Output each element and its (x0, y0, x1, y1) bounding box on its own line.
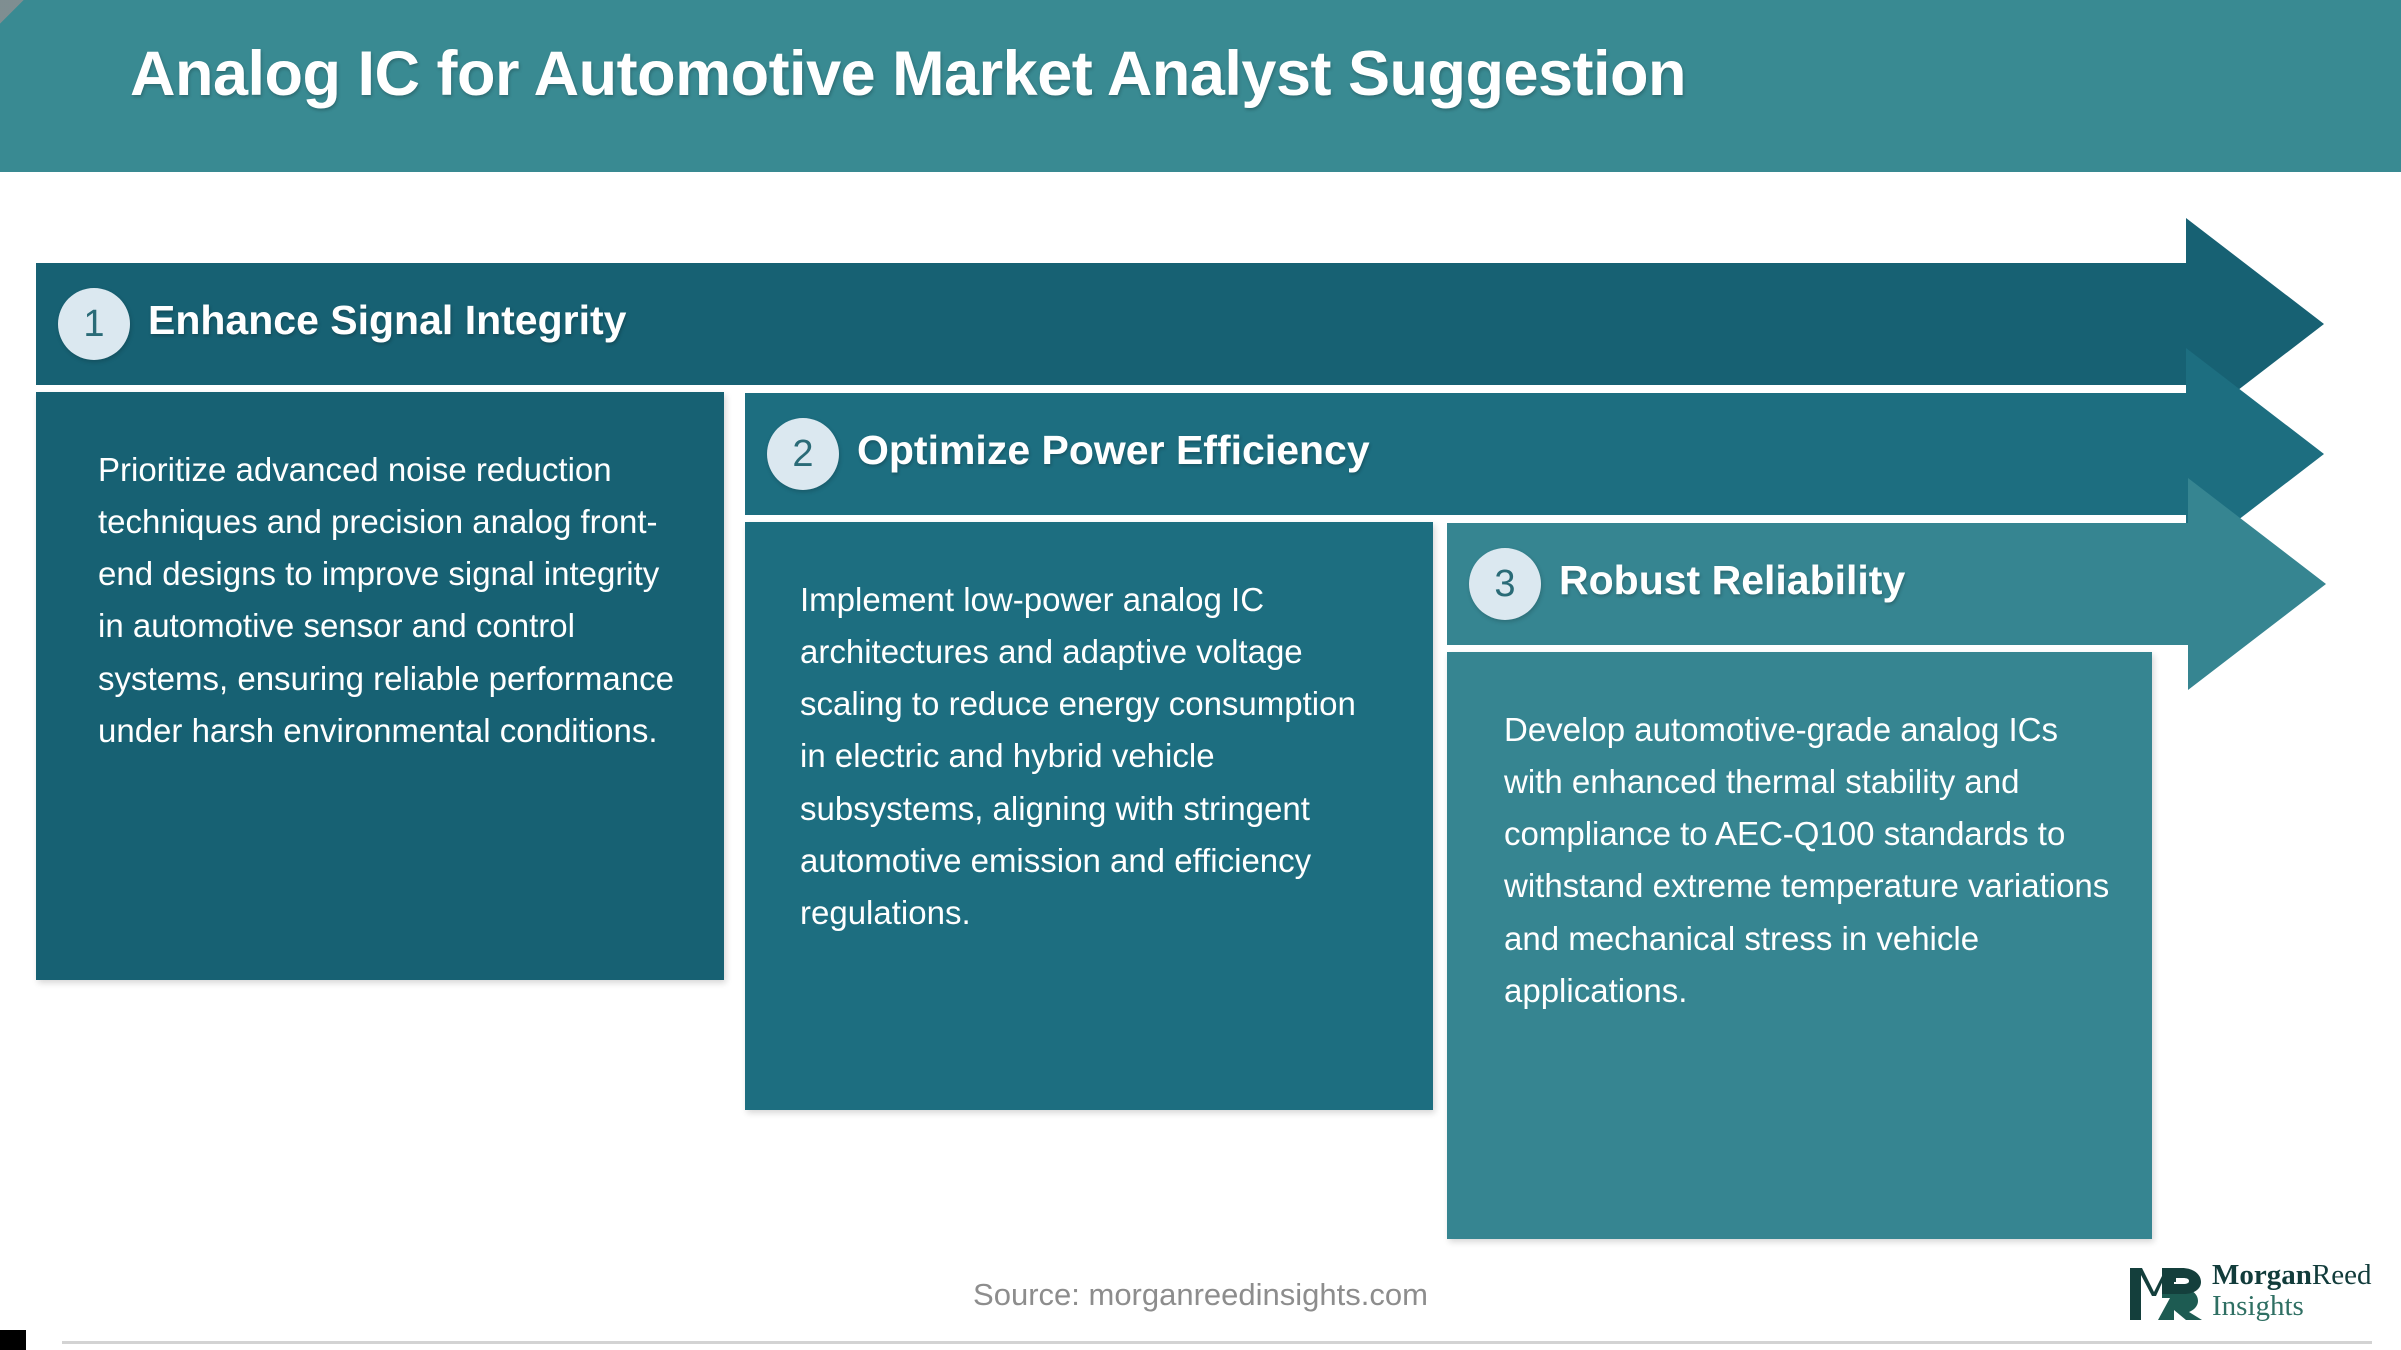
logo-name-bold: Morgan (2212, 1259, 2312, 1291)
step-title-2: Optimize Power Efficiency (857, 427, 1370, 473)
step-body-1: Prioritize advanced noise reduction tech… (98, 451, 674, 749)
step-badge-1: 1 (58, 288, 130, 360)
arrow-shape-1 (36, 218, 2324, 430)
bottom-divider (62, 1341, 2372, 1344)
brand-logo: MorganReed Insights (2128, 1256, 2371, 1334)
source-note: Source: morganreedinsights.com (973, 1277, 1428, 1312)
step-panel-2: Implement low-power analog IC architectu… (745, 522, 1433, 1110)
logo-name-regular: Reed (2311, 1259, 2372, 1291)
step-panel-1: Prioritize advanced noise reduction tech… (36, 392, 724, 980)
arrow-shape-2 (745, 348, 2324, 560)
logo-name: MorganReed (2212, 1260, 2371, 1291)
step-title-1: Enhance Signal Integrity (148, 297, 627, 343)
step-badge-3: 3 (1469, 548, 1541, 620)
arrow-shape-3 (1447, 478, 2326, 690)
page-title: Analog IC for Automotive Market Analyst … (130, 39, 1686, 109)
step-badge-2: 2 (767, 418, 839, 490)
step-number-3: 3 (1494, 562, 1516, 605)
step-band-2: 2 Optimize Power Efficiency (745, 348, 2324, 560)
header-band: Analog IC for Automotive Market Analyst … (0, 0, 2401, 172)
bottom-left-mark (0, 1330, 26, 1350)
corner-accent (0, 0, 26, 26)
logo-subtitle: Insights (2212, 1289, 2304, 1322)
step-band-1: 1 Enhance Signal Integrity (36, 218, 2324, 430)
mr-monogram-icon (2130, 1268, 2202, 1320)
logo-wordmark: MorganReed Insights (2212, 1260, 2371, 1321)
step-band-3: 3 Robust Reliability (1447, 478, 2326, 690)
step-title-3: Robust Reliability (1559, 557, 1906, 603)
step-body-3: Develop automotive-grade analog ICs with… (1504, 711, 2110, 1009)
step-number-2: 2 (792, 432, 814, 475)
step-number-1: 1 (83, 302, 105, 345)
step-panel-3: Develop automotive-grade analog ICs with… (1447, 652, 2152, 1239)
step-body-2: Implement low-power analog IC architectu… (800, 581, 1356, 931)
